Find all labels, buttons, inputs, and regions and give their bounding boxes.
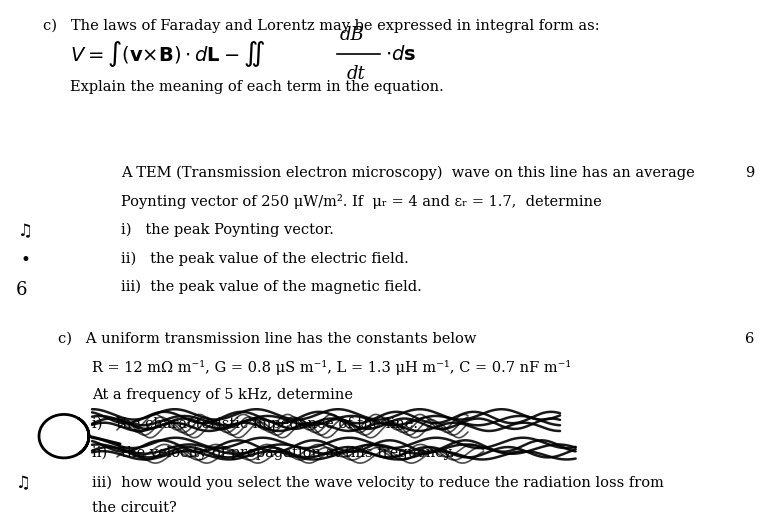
- Text: $V = \int(\mathbf{v}{\times}\mathbf{B})\cdot d\mathbf{L} - \iint$: $V = \int(\mathbf{v}{\times}\mathbf{B})\…: [70, 39, 266, 69]
- Text: Explain the meaning of each term in the equation.: Explain the meaning of each term in the …: [70, 80, 444, 94]
- Text: 9: 9: [745, 166, 754, 180]
- Text: ii)   the peak value of the electric field.: ii) the peak value of the electric field…: [121, 251, 409, 266]
- Text: i)   the peak Poynting vector.: i) the peak Poynting vector.: [121, 223, 334, 237]
- Text: the circuit?: the circuit?: [92, 501, 177, 515]
- Text: 6: 6: [16, 281, 27, 299]
- Text: dB: dB: [339, 26, 364, 44]
- Text: ♫: ♫: [17, 224, 33, 241]
- Text: R = 12 mΩ m⁻¹, G = 0.8 μS m⁻¹, L = 1.3 μH m⁻¹, C = 0.7 nF m⁻¹: R = 12 mΩ m⁻¹, G = 0.8 μS m⁻¹, L = 1.3 μ…: [92, 360, 571, 375]
- Text: A TEM (Transmission electron microscopy)  wave on this line has an average: A TEM (Transmission electron microscopy)…: [121, 166, 695, 180]
- Text: At a frequency of 5 kHz, determine: At a frequency of 5 kHz, determine: [92, 388, 353, 402]
- Text: •: •: [20, 252, 30, 269]
- Text: c)   A uniform transmission line has the constants below: c) A uniform transmission line has the c…: [58, 332, 477, 346]
- Text: $\cdot d\mathbf{s}$: $\cdot d\mathbf{s}$: [385, 45, 416, 64]
- Text: ♫: ♫: [16, 476, 31, 493]
- Text: iii)  the peak value of the magnetic field.: iii) the peak value of the magnetic fiel…: [121, 280, 422, 294]
- Text: 6: 6: [745, 332, 754, 346]
- Text: iii)  how would you select the wave velocity to reduce the radiation loss from: iii) how would you select the wave veloc…: [92, 476, 664, 490]
- Text: ii)   the velocity of propagation at this frequency.: ii) the velocity of propagation at this …: [92, 445, 455, 460]
- Text: dt: dt: [347, 65, 366, 83]
- Text: Poynting vector of 250 μW/m². If  μᵣ = 4 and εᵣ = 1.7,  determine: Poynting vector of 250 μW/m². If μᵣ = 4 …: [121, 194, 601, 209]
- Text: c)   The laws of Faraday and Lorentz may be expressed in integral form as:: c) The laws of Faraday and Lorentz may b…: [43, 18, 600, 33]
- Text: i)   the characteristic impedance of the line.: i) the characteristic impedance of the l…: [92, 417, 418, 431]
